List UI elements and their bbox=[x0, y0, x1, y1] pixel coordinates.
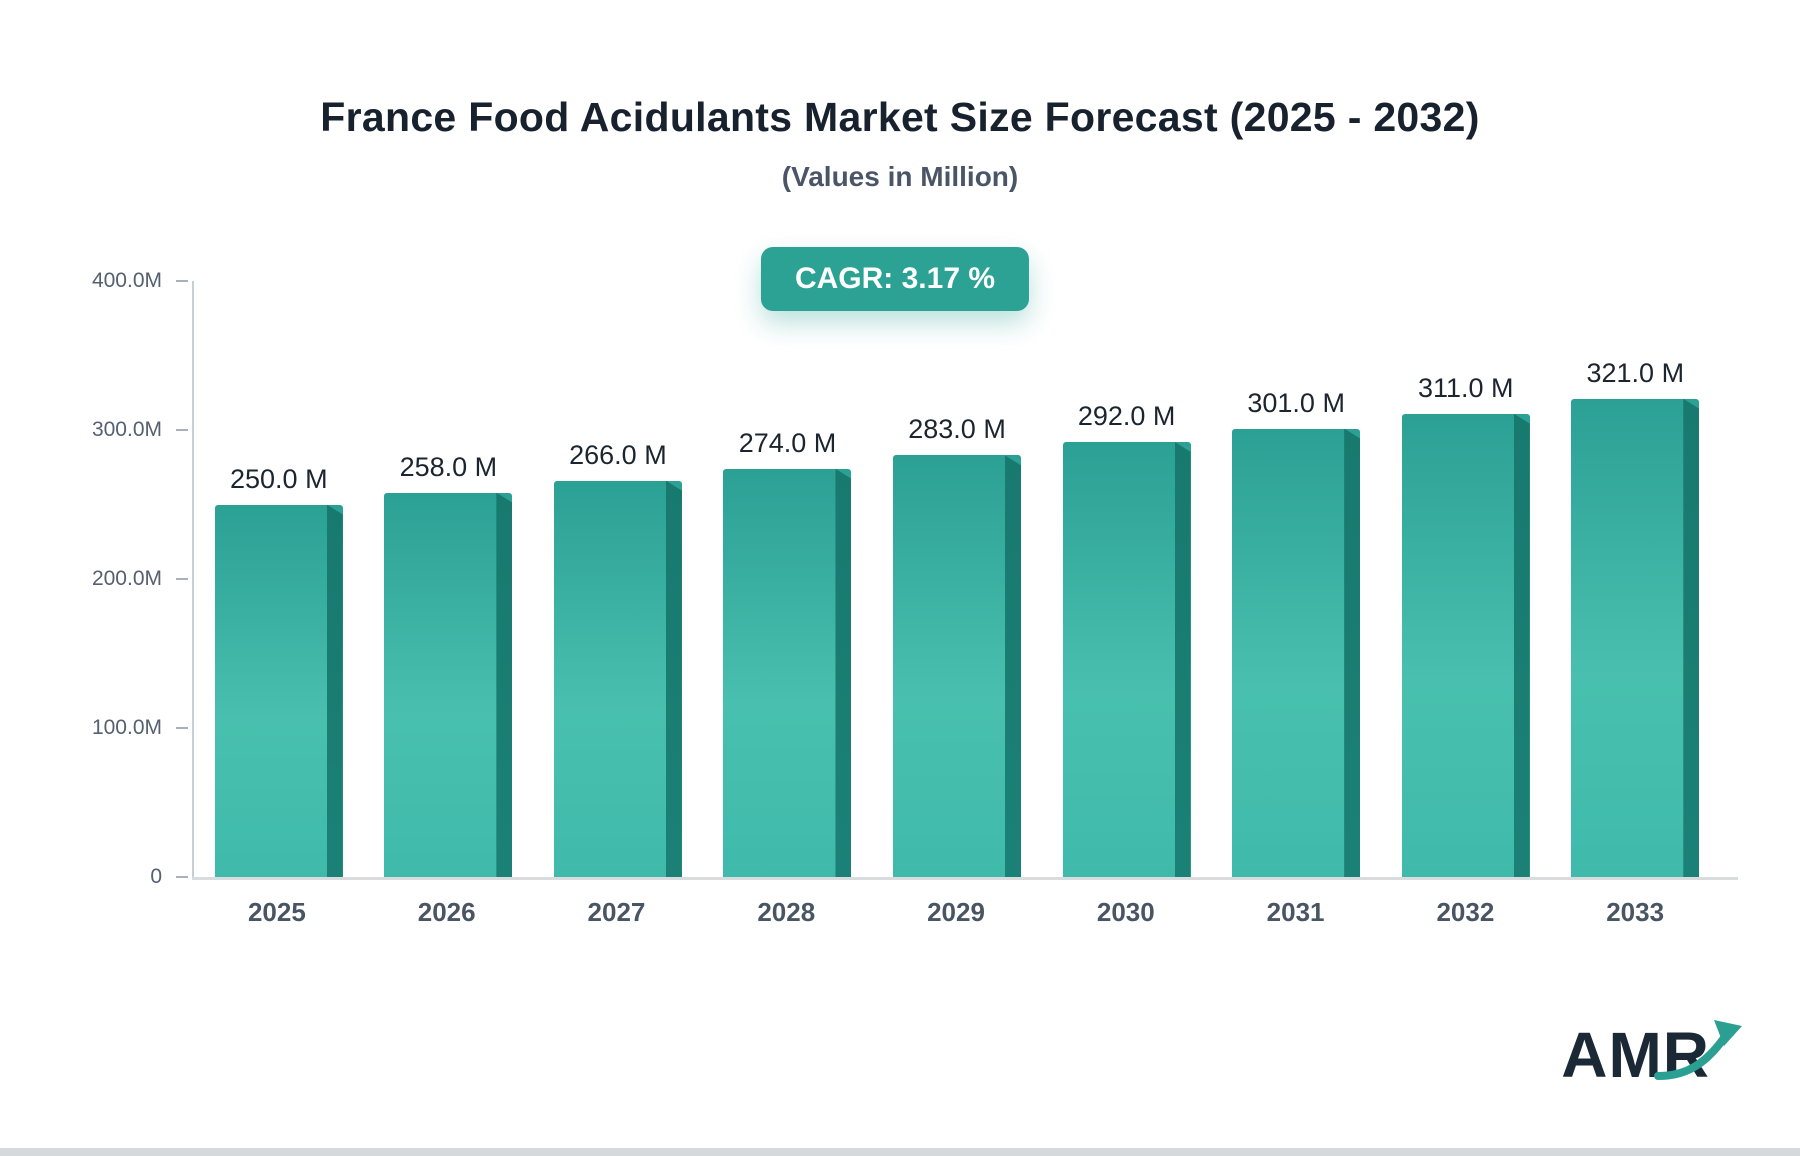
bar bbox=[384, 492, 513, 877]
x-axis-label: 2027 bbox=[587, 897, 646, 927]
y-tick-label: 200.0M bbox=[91, 567, 162, 590]
bar-side-shade bbox=[835, 468, 852, 877]
bar bbox=[553, 480, 682, 877]
bar-group: 250.0 M bbox=[194, 281, 364, 877]
plot-bars: 250.0 M 258.0 M 266.0 M 274.0 M 283.0 M 292.0… bbox=[194, 281, 1720, 877]
x-axis-label: 2028 bbox=[757, 897, 816, 927]
y-tick-label: 400.0M bbox=[91, 269, 162, 292]
x-axis-label: 2026 bbox=[417, 897, 476, 927]
bar bbox=[1062, 441, 1191, 877]
cagr-badge: CAGR: 3.17 % bbox=[760, 247, 1030, 311]
x-axis-label: 2031 bbox=[1266, 897, 1325, 927]
bar bbox=[214, 504, 343, 877]
bar-value-label: 292.0 M bbox=[1077, 400, 1176, 431]
bar-group: 274.0 M bbox=[703, 281, 873, 877]
bar-value-label: 283.0 M bbox=[908, 414, 1006, 445]
bar bbox=[1232, 428, 1361, 877]
growth-arrow-icon bbox=[1654, 1020, 1742, 1080]
y-tick-label: 100.0M bbox=[91, 716, 162, 739]
bar-value-label: 301.0 M bbox=[1247, 387, 1345, 418]
bar-value-label: 274.0 M bbox=[738, 427, 837, 458]
bar-value-label: 258.0 M bbox=[399, 451, 498, 482]
y-tick-mark bbox=[176, 876, 188, 878]
bar bbox=[1571, 398, 1700, 877]
bar-side-shade bbox=[496, 492, 513, 877]
bar-side-shade bbox=[1005, 455, 1022, 877]
chart-area: CAGR: 3.17 % 400.0M 300.0M 200.0M 100.0M 0 2… bbox=[70, 247, 1738, 928]
bar bbox=[1401, 413, 1530, 877]
x-axis-label: 2030 bbox=[1096, 897, 1155, 927]
bar-group: 283.0 M bbox=[872, 281, 1042, 877]
y-tick-label: 0 bbox=[150, 865, 162, 888]
amr-logo-text: AMR bbox=[1561, 1019, 1710, 1091]
bar-group: 258.0 M bbox=[364, 281, 534, 877]
bar-side-shade bbox=[1513, 413, 1530, 877]
y-tick-mark bbox=[176, 578, 188, 580]
y-tick-mark bbox=[176, 727, 188, 729]
chart-title: France Food Acidulants Market Size Forec… bbox=[320, 94, 1480, 140]
bar-value-label: 266.0 M bbox=[569, 439, 667, 470]
x-axis-label: 2032 bbox=[1436, 897, 1495, 927]
bar-value-label: 321.0 M bbox=[1586, 357, 1685, 388]
x-axis: 2025 2026 2027 2028 2029 2030 2031 2032 2033 bbox=[192, 897, 1720, 928]
y-tick-mark bbox=[176, 280, 188, 282]
plot-area: 400.0M 300.0M 200.0M 100.0M 0 250.0 M 258.0 M… bbox=[92, 269, 1738, 888]
bar-side-shade bbox=[665, 480, 682, 877]
bar-side-shade bbox=[1683, 398, 1700, 877]
bar-group: 321.0 M bbox=[1551, 281, 1721, 877]
amr-logo: AMR bbox=[1561, 1018, 1742, 1092]
bar bbox=[893, 455, 1022, 877]
bar-value-label: 311.0 M bbox=[1417, 372, 1514, 403]
y-tick-mark bbox=[176, 429, 188, 431]
bar-value-label: 250.0 M bbox=[230, 463, 328, 494]
x-axis-label: 2033 bbox=[1606, 897, 1665, 927]
chart-header: France Food Acidulants Market Size Forec… bbox=[0, 0, 1800, 193]
chart-subtitle: (Values in Million) bbox=[781, 161, 1019, 192]
y-tick-label: 300.0M bbox=[91, 418, 162, 441]
bar-side-shade bbox=[1174, 441, 1191, 877]
bar bbox=[723, 468, 852, 877]
bar-group: 292.0 M bbox=[1042, 281, 1212, 877]
y-axis: 400.0M 300.0M 200.0M 100.0M 0 bbox=[72, 269, 194, 888]
x-axis-label: 2029 bbox=[927, 897, 985, 927]
bar-side-shade bbox=[1344, 428, 1361, 877]
bar-group: 266.0 M bbox=[533, 281, 703, 877]
bar-group: 311.0 M bbox=[1381, 281, 1551, 877]
bar-side-shade bbox=[326, 504, 343, 877]
x-axis-label: 2025 bbox=[247, 897, 306, 927]
bar-group: 301.0 M bbox=[1211, 281, 1381, 877]
